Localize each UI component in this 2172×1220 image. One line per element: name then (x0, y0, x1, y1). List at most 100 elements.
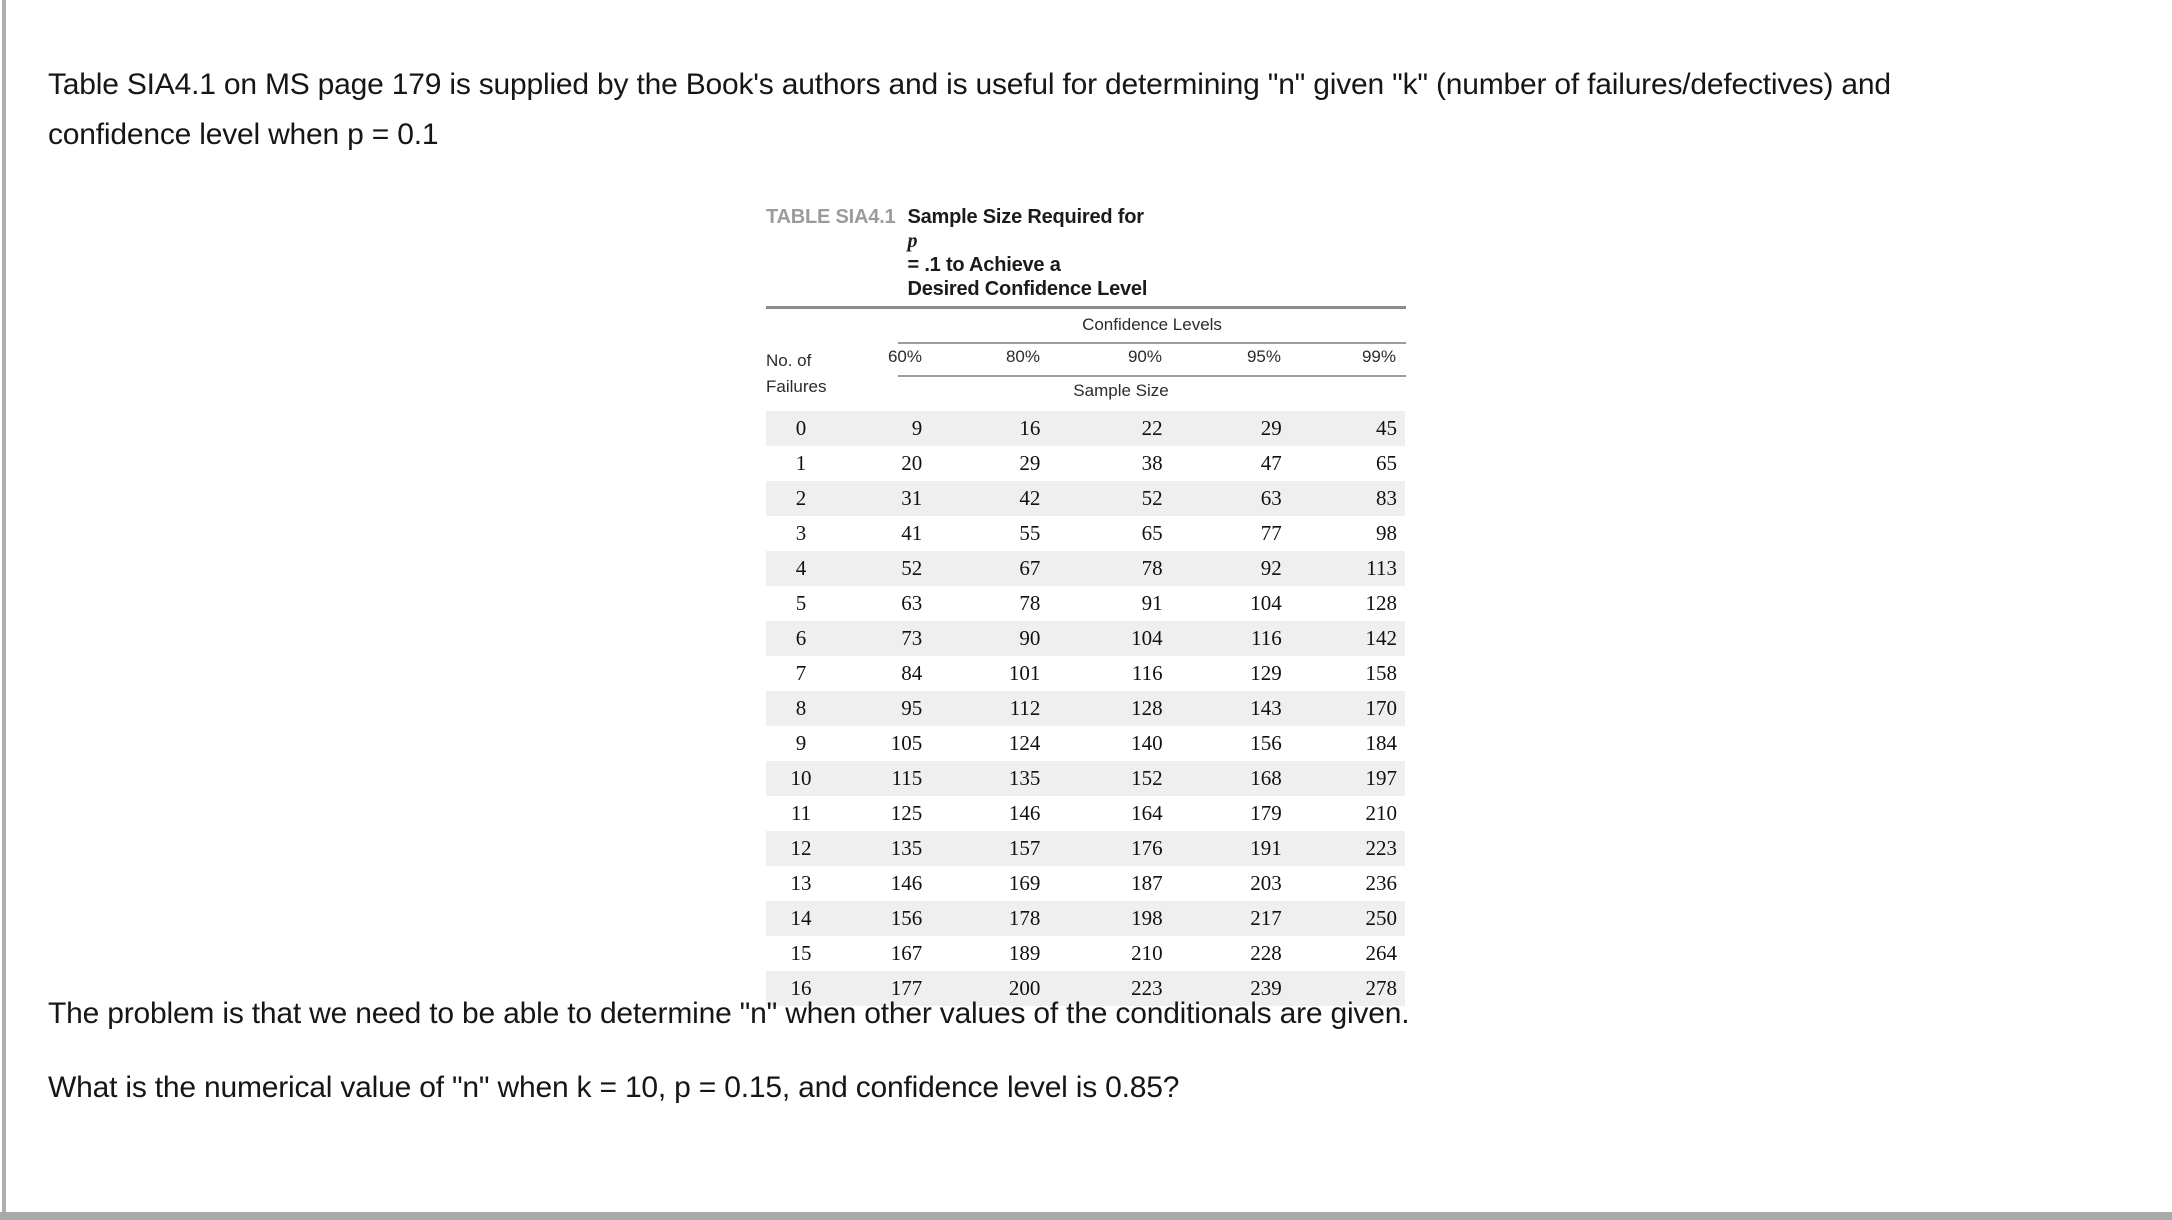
sample-size-cell: 41 (901, 521, 923, 545)
sample-size-cell: 198 (1131, 906, 1163, 930)
sample-size-cell: 20 (901, 451, 923, 475)
sample-size-cell: 239 (1250, 976, 1282, 1000)
sample-size-cell: 9 (911, 416, 923, 440)
table-row: 16 177 200 223 239 278 (766, 971, 1405, 1006)
table-row: 9 105 124 140 156 184 (766, 726, 1405, 761)
table-sia4-1: TABLE SIA4.1 Sample Size Required for p … (766, 205, 1406, 1006)
failures-cell: 4 (795, 556, 807, 580)
sample-size-cell: 140 (1131, 731, 1163, 755)
sample-size-cell: 228 (1250, 941, 1282, 965)
title-p-variable: p (907, 230, 918, 252)
col-header-95pct: 95% (1246, 347, 1281, 366)
sample-size-cell: 116 (1131, 661, 1163, 685)
sample-size-cell: 178 (1008, 906, 1041, 930)
sample-size-cell: 210 (1131, 941, 1163, 965)
page-left-border (2, 0, 6, 1220)
sample-size-cell: 78 (1019, 591, 1041, 615)
table-row: 15 167 189 210 228 264 (766, 936, 1405, 971)
sample-size-cell: 146 (890, 871, 923, 895)
table-row: 1 20 29 38 47 65 (766, 446, 1405, 481)
sample-size-cell: 128 (1131, 696, 1163, 720)
sample-size-cell: 128 (1365, 591, 1398, 615)
sample-size-cell: 135 (890, 836, 923, 860)
sample-size-cell: 152 (1131, 766, 1163, 790)
failures-header-line-1: No. of (766, 351, 812, 370)
sample-size-cell: 42 (1019, 486, 1041, 510)
sample-size-cell: 78 (1141, 556, 1163, 580)
sample-size-cell: 63 (1260, 486, 1282, 510)
sample-size-cell: 236 (1365, 871, 1398, 895)
failures-cell: 3 (795, 521, 807, 545)
failures-cell: 14 (790, 906, 812, 930)
table-row: 5 63 78 91 104 128 (766, 586, 1405, 621)
sample-size-cell: 77 (1260, 521, 1282, 545)
col-header-60pct: 60% (887, 347, 922, 366)
sample-size-cell: 38 (1141, 451, 1163, 475)
failures-cell: 5 (795, 591, 807, 615)
table-row: 7 84 101 116 129 158 (766, 656, 1405, 691)
sample-size-cell: 223 (1131, 976, 1163, 1000)
question-text: What is the numerical value of "n" when … (48, 1071, 1180, 1104)
sample-size-cell: 179 (1250, 801, 1282, 825)
sample-size-cell: 52 (1141, 486, 1163, 510)
table-row: 2 31 42 52 63 83 (766, 481, 1405, 516)
table-row: 3 41 55 65 77 98 (766, 516, 1405, 551)
sample-size-cell: 31 (901, 486, 923, 510)
confidence-percent-row: 60% 80% 90% 95% 99% (836, 347, 1404, 367)
sample-size-cell: 125 (890, 801, 923, 825)
col-header-99pct: 99% (1361, 347, 1396, 366)
sample-size-cell: 250 (1365, 906, 1398, 930)
sample-size-cell: 124 (1008, 731, 1041, 755)
failures-cell: 11 (790, 801, 812, 825)
table-row: 4 52 67 78 92 113 (766, 551, 1405, 586)
intro-line-1: Table SIA4.1 on MS page 179 is supplied … (48, 68, 1891, 101)
sample-size-cell: 156 (890, 906, 923, 930)
sample-size-cell: 45 (1376, 416, 1397, 440)
failures-cell: 15 (790, 941, 812, 965)
sample-size-cell: 187 (1131, 871, 1163, 895)
sample-size-cell: 112 (1009, 696, 1041, 720)
failures-cell: 12 (790, 836, 812, 860)
sample-size-cell: 115 (891, 766, 923, 790)
sample-size-cell: 184 (1365, 731, 1398, 755)
failures-cell: 2 (795, 486, 807, 510)
failures-cell: 7 (795, 661, 807, 685)
sample-size-cell: 170 (1365, 696, 1398, 720)
table-row: 13 146 169 187 203 236 (766, 866, 1405, 901)
sample-size-cell: 146 (1008, 801, 1041, 825)
confidence-levels-header: Confidence Levels (1082, 315, 1222, 334)
sample-size-cell: 164 (1131, 801, 1163, 825)
sample-size-cell: 157 (1008, 836, 1041, 860)
sample-size-cell: 156 (1250, 731, 1282, 755)
sample-size-cell: 98 (1376, 521, 1397, 545)
sample-size-cell: 223 (1365, 836, 1398, 860)
table-header: Confidence Levels 60% 80% 90% 95% 99% No… (766, 306, 1406, 411)
sample-size-cell: 158 (1365, 661, 1398, 685)
failures-cell: 6 (795, 626, 807, 650)
failures-cell: 16 (790, 976, 812, 1000)
table-row: 14 156 178 198 217 250 (766, 901, 1405, 936)
sample-size-cell: 65 (1376, 451, 1397, 475)
sample-size-cell: 105 (890, 731, 923, 755)
sample-size-cell: 176 (1131, 836, 1163, 860)
failures-cell: 8 (795, 696, 807, 720)
failures-cell: 10 (790, 766, 812, 790)
sample-size-cell: 16 (1019, 416, 1041, 440)
sample-size-cell: 65 (1141, 521, 1163, 545)
failures-cell: 1 (795, 451, 807, 475)
sample-size-cell: 22 (1141, 416, 1163, 440)
failures-cell: 13 (790, 871, 812, 895)
sample-size-cell: 116 (1251, 626, 1282, 650)
col-header-80pct: 80% (1005, 347, 1040, 366)
sample-size-cell: 90 (1019, 626, 1041, 650)
table-title-line-2: Desired Confidence Level (907, 278, 1148, 300)
sample-size-cell: 142 (1365, 626, 1398, 650)
title-post: = .1 to Achieve a (907, 254, 1061, 276)
sample-size-cell: 92 (1260, 556, 1282, 580)
sample-size-cell: 135 (1008, 766, 1041, 790)
intro-paragraph: Table SIA4.1 on MS page 179 is supplied … (48, 60, 1891, 160)
failures-header-line-2: Failures (766, 377, 827, 396)
sample-size-cell: 63 (901, 591, 923, 615)
problem-statement: The problem is that we need to be able t… (48, 997, 1410, 1030)
